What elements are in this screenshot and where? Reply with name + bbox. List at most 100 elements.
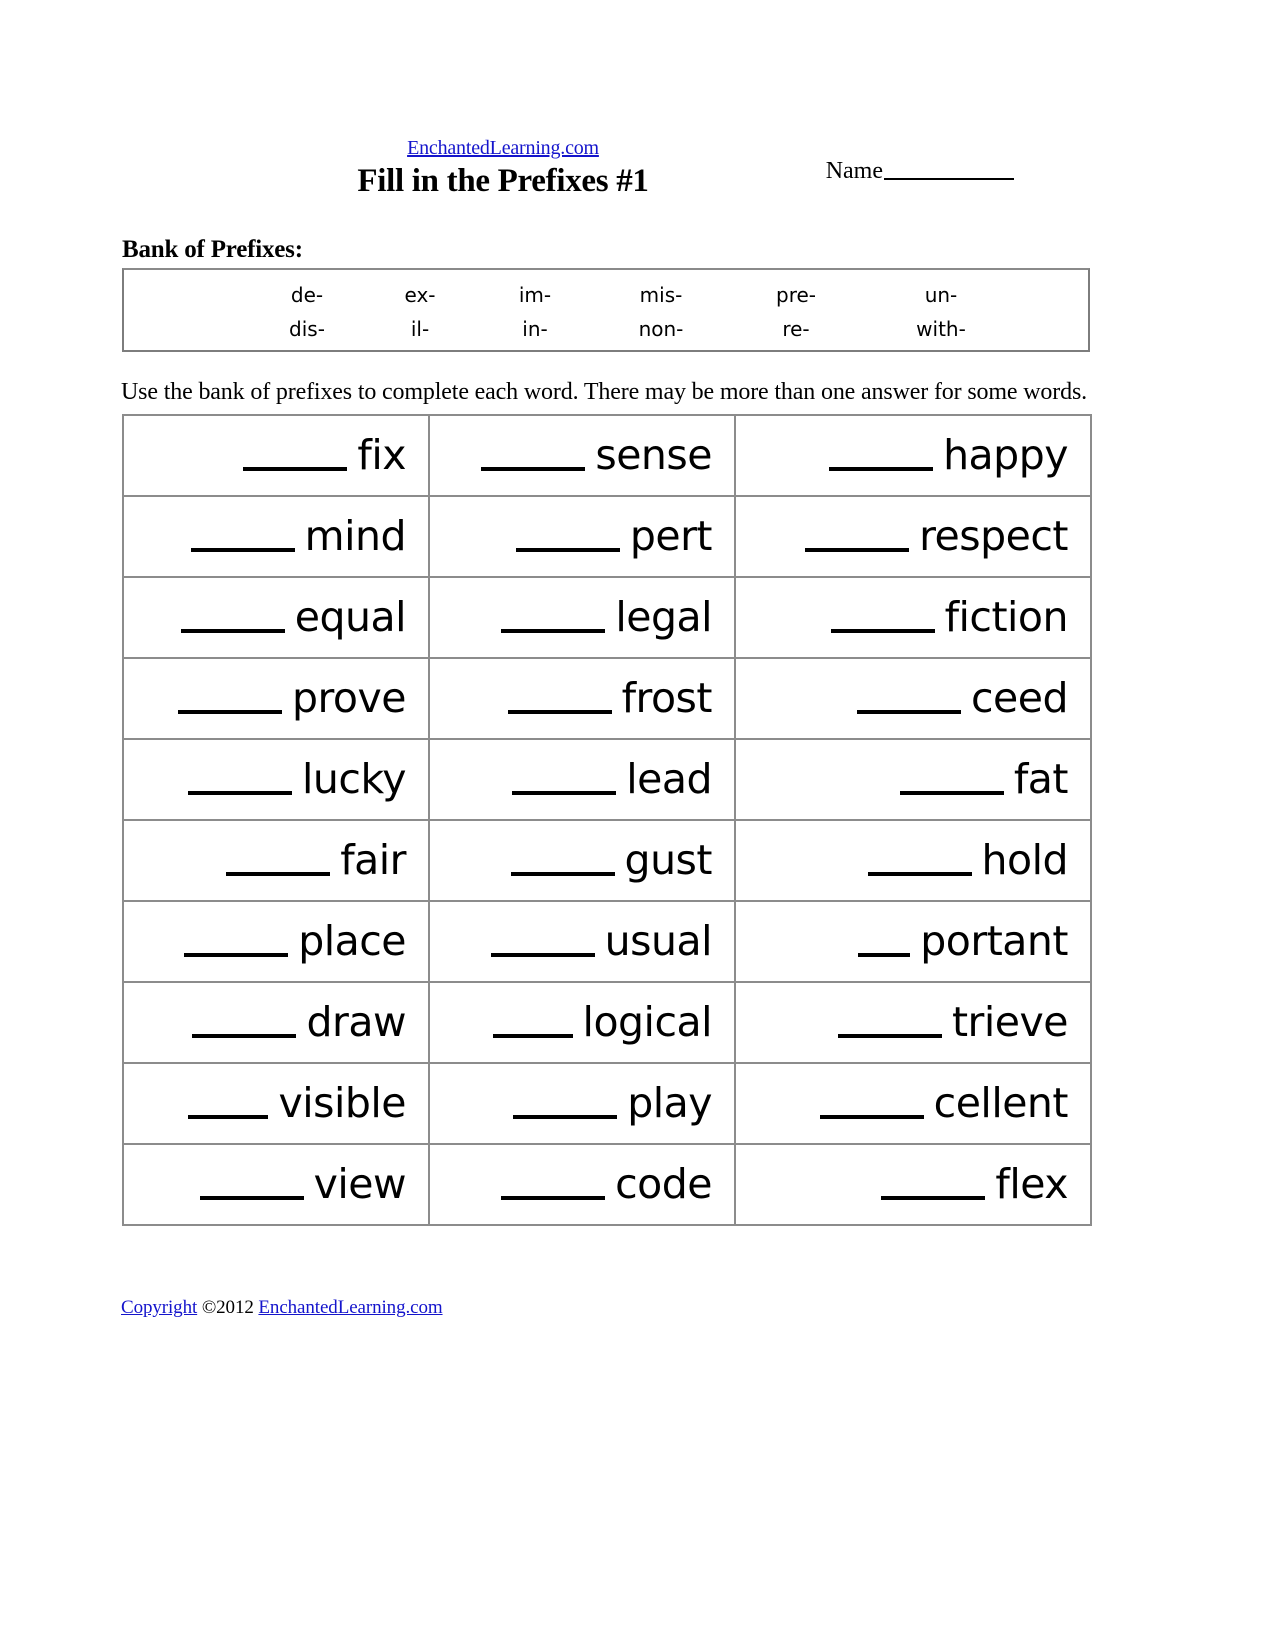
word-stem: logical (582, 998, 713, 1046)
word-stem: sense (595, 431, 712, 479)
word-cell[interactable]: mind (122, 495, 430, 578)
word-cell[interactable]: ceed (734, 657, 1092, 740)
answer-blank[interactable] (856, 688, 961, 714)
table-row: prove frost ceed (122, 657, 1092, 740)
answer-blank[interactable] (177, 688, 282, 714)
answer-blank[interactable] (188, 1093, 269, 1119)
answer-blank[interactable] (481, 445, 586, 471)
answer-blank[interactable] (830, 607, 935, 633)
page-header: EnchantedLearning.com Fill in the Prefix… (122, 138, 1092, 210)
word-cell[interactable]: lucky (122, 738, 430, 821)
word-stem: usual (604, 917, 713, 965)
table-row: draw logical trieve (122, 981, 1092, 1064)
answer-blank[interactable] (512, 769, 617, 795)
word-cell[interactable]: visible (122, 1062, 430, 1145)
word-cell[interactable]: happy (734, 414, 1092, 497)
bank-of-prefixes-inner: de- ex- im- mis- pre- un- dis- il- in- n… (124, 270, 1088, 350)
answer-blank[interactable] (190, 526, 295, 552)
word-cell-content: fat (899, 759, 1069, 800)
answer-blank[interactable] (805, 526, 910, 552)
answer-blank[interactable] (507, 688, 612, 714)
word-cell[interactable]: equal (122, 576, 430, 659)
word-cell[interactable]: fix (122, 414, 430, 497)
word-cell-content: legal (501, 597, 712, 638)
answer-blank[interactable] (199, 1174, 304, 1200)
site-link-header[interactable]: EnchantedLearning.com (407, 137, 599, 159)
word-stem: ceed (970, 674, 1069, 722)
word-cell[interactable]: respect (734, 495, 1092, 578)
word-cell[interactable]: logical (428, 981, 736, 1064)
word-cell[interactable]: flex (734, 1143, 1092, 1226)
word-stem: mind (304, 512, 407, 560)
word-cell[interactable]: legal (428, 576, 736, 659)
answer-blank[interactable] (513, 1093, 618, 1119)
answer-blank[interactable] (515, 526, 620, 552)
answer-blank[interactable] (490, 931, 595, 957)
answer-blank[interactable] (501, 607, 606, 633)
word-stem: trieve (951, 998, 1069, 1046)
word-cell-content: gust (510, 840, 713, 881)
word-stem: cellent (933, 1079, 1069, 1127)
word-cell[interactable]: fiction (734, 576, 1092, 659)
word-cell-content: place (184, 921, 406, 962)
word-cell[interactable]: usual (428, 900, 736, 983)
word-cell[interactable]: gust (428, 819, 736, 902)
word-cell[interactable]: hold (734, 819, 1092, 902)
word-cell[interactable]: frost (428, 657, 736, 740)
answer-blank[interactable] (180, 607, 285, 633)
word-cell-content: logical (492, 1002, 713, 1043)
word-cell[interactable]: fair (122, 819, 430, 902)
prefix-item: pre- (776, 283, 816, 307)
name-blank-line[interactable] (884, 178, 1014, 180)
word-cell[interactable]: sense (428, 414, 736, 497)
prefix-item: im- (518, 283, 552, 307)
answer-blank[interactable] (501, 1174, 606, 1200)
word-cell[interactable]: pert (428, 495, 736, 578)
word-cell[interactable]: cellent (734, 1062, 1092, 1145)
answer-blank[interactable] (837, 1012, 942, 1038)
word-stem: fair (340, 836, 406, 884)
answer-blank[interactable] (192, 1012, 297, 1038)
answer-blank[interactable] (858, 931, 911, 957)
answer-blank[interactable] (881, 1174, 986, 1200)
answer-blank[interactable] (226, 850, 331, 876)
copyright-link[interactable]: Copyright (121, 1297, 198, 1318)
answer-blank[interactable] (899, 769, 1004, 795)
answer-blank[interactable] (184, 931, 289, 957)
word-cell[interactable]: fat (734, 738, 1092, 821)
answer-blank[interactable] (510, 850, 615, 876)
word-cell[interactable]: prove (122, 657, 430, 740)
word-cell-content: prove (177, 678, 407, 719)
word-cell-content: view (199, 1164, 407, 1205)
word-cell[interactable]: trieve (734, 981, 1092, 1064)
answer-blank[interactable] (819, 1093, 924, 1119)
prefix-item: non- (638, 317, 684, 341)
word-stem: play (627, 1079, 712, 1127)
answer-blank[interactable] (829, 445, 934, 471)
word-cell[interactable]: view (122, 1143, 430, 1226)
word-cell[interactable]: lead (428, 738, 736, 821)
word-cell-content: code (501, 1164, 712, 1205)
page-title: Fill in the Prefixes #1 (357, 163, 649, 199)
word-cell-content: usual (490, 921, 713, 962)
word-stem: respect (919, 512, 1068, 560)
word-cell[interactable]: code (428, 1143, 736, 1226)
word-cell[interactable]: portant (734, 900, 1092, 983)
word-cell-content: draw (192, 1002, 406, 1043)
word-cell-content: play (513, 1083, 712, 1124)
word-cell[interactable]: draw (122, 981, 430, 1064)
prefix-item: with- (916, 317, 966, 341)
word-cell[interactable]: place (122, 900, 430, 983)
word-cell-content: respect (805, 516, 1068, 557)
answer-blank[interactable] (243, 445, 348, 471)
answer-blank[interactable] (188, 769, 293, 795)
name-field[interactable]: Name (826, 158, 1014, 185)
word-stem: prove (291, 674, 407, 722)
answer-blank[interactable] (492, 1012, 573, 1038)
word-cell[interactable]: play (428, 1062, 736, 1145)
word-stem: gust (624, 836, 713, 884)
table-row: visible play cellent (122, 1062, 1092, 1145)
prefix-item: un- (924, 283, 958, 307)
answer-blank[interactable] (867, 850, 972, 876)
site-link-footer[interactable]: EnchantedLearning.com (258, 1297, 443, 1318)
